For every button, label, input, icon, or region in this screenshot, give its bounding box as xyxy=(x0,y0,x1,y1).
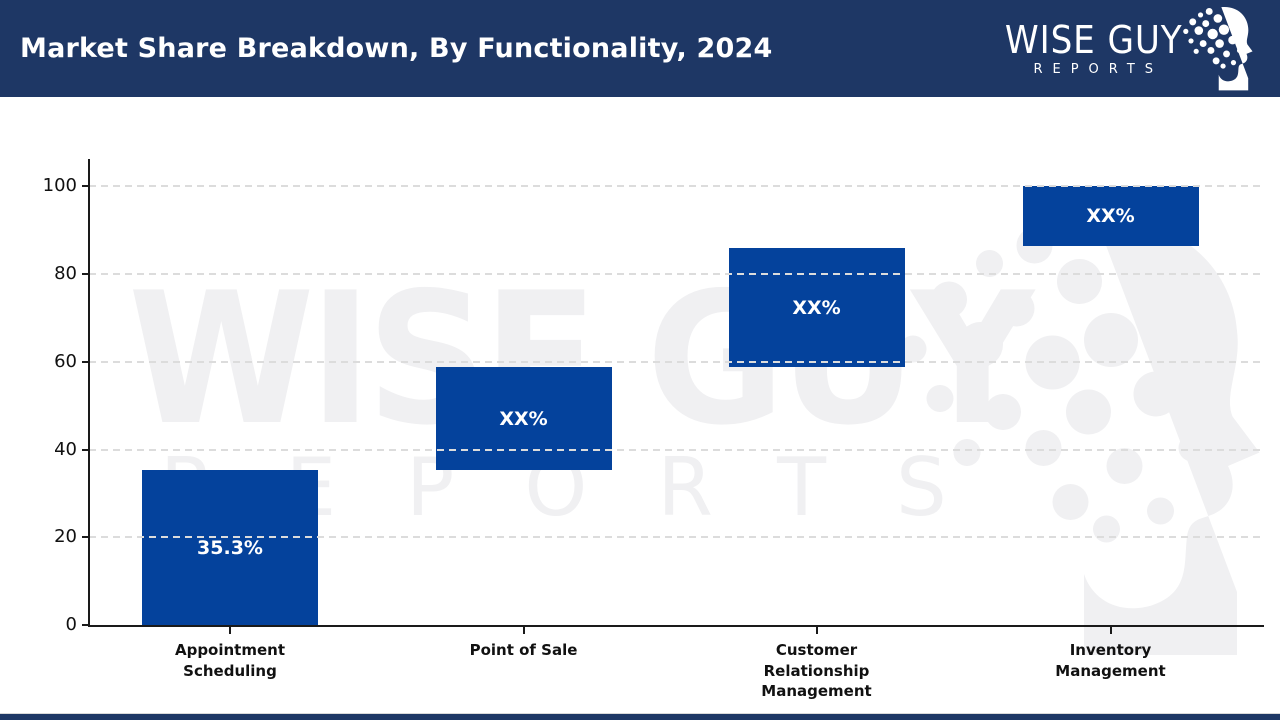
brand-logo: WISE GUY REPORTS xyxy=(995,3,1256,95)
dotted-head-icon xyxy=(1178,3,1256,95)
x-category-label: Customer Relationship Management xyxy=(761,641,872,701)
gridline xyxy=(89,185,1263,188)
page-title: Market Share Breakdown, By Functionality… xyxy=(20,33,773,64)
gridline xyxy=(89,448,1263,451)
header-bar: Market Share Breakdown, By Functionality… xyxy=(0,0,1280,97)
y-tick xyxy=(82,448,89,451)
bar-value-label: 35.3% xyxy=(197,536,263,559)
bar-value-label: XX% xyxy=(792,296,841,319)
x-tick xyxy=(815,627,818,634)
y-tick-label: 40 xyxy=(54,438,77,460)
bar: XX% xyxy=(435,367,612,471)
x-tick xyxy=(229,627,231,634)
y-axis-line xyxy=(88,159,90,627)
y-tick xyxy=(82,536,89,539)
x-category-label: Point of Sale xyxy=(469,641,578,659)
x-tick xyxy=(1109,627,1112,634)
x-axis-line xyxy=(88,625,1264,627)
bar-value-label: XX% xyxy=(499,407,548,430)
bar-value-label: XX% xyxy=(1086,205,1135,228)
x-category-label: Inventory Management xyxy=(1055,641,1166,680)
brand-logo-text: WISE GUY REPORTS xyxy=(995,21,1192,77)
y-tick-label: 100 xyxy=(42,175,77,197)
bar: XX% xyxy=(1022,186,1199,247)
y-tick-label: 20 xyxy=(54,526,77,548)
bar: XX% xyxy=(728,248,905,368)
gridline xyxy=(89,360,1263,363)
y-tick-label: 0 xyxy=(65,614,77,635)
gridline xyxy=(89,536,1263,539)
brand-name: WISE GUY xyxy=(1004,17,1183,62)
y-tick-label: 80 xyxy=(54,263,77,285)
y-tick xyxy=(82,273,89,276)
y-tick xyxy=(82,624,89,626)
y-tick xyxy=(82,360,89,363)
x-tick xyxy=(522,627,525,634)
bar: 35.3% xyxy=(142,470,318,625)
gridline xyxy=(89,273,1263,276)
y-tick xyxy=(82,185,89,188)
brand-subname: REPORTS xyxy=(1033,61,1164,77)
x-category-label: Appointment Scheduling xyxy=(174,641,286,680)
y-tick-label: 60 xyxy=(54,350,77,372)
footer-bar xyxy=(0,713,1280,720)
